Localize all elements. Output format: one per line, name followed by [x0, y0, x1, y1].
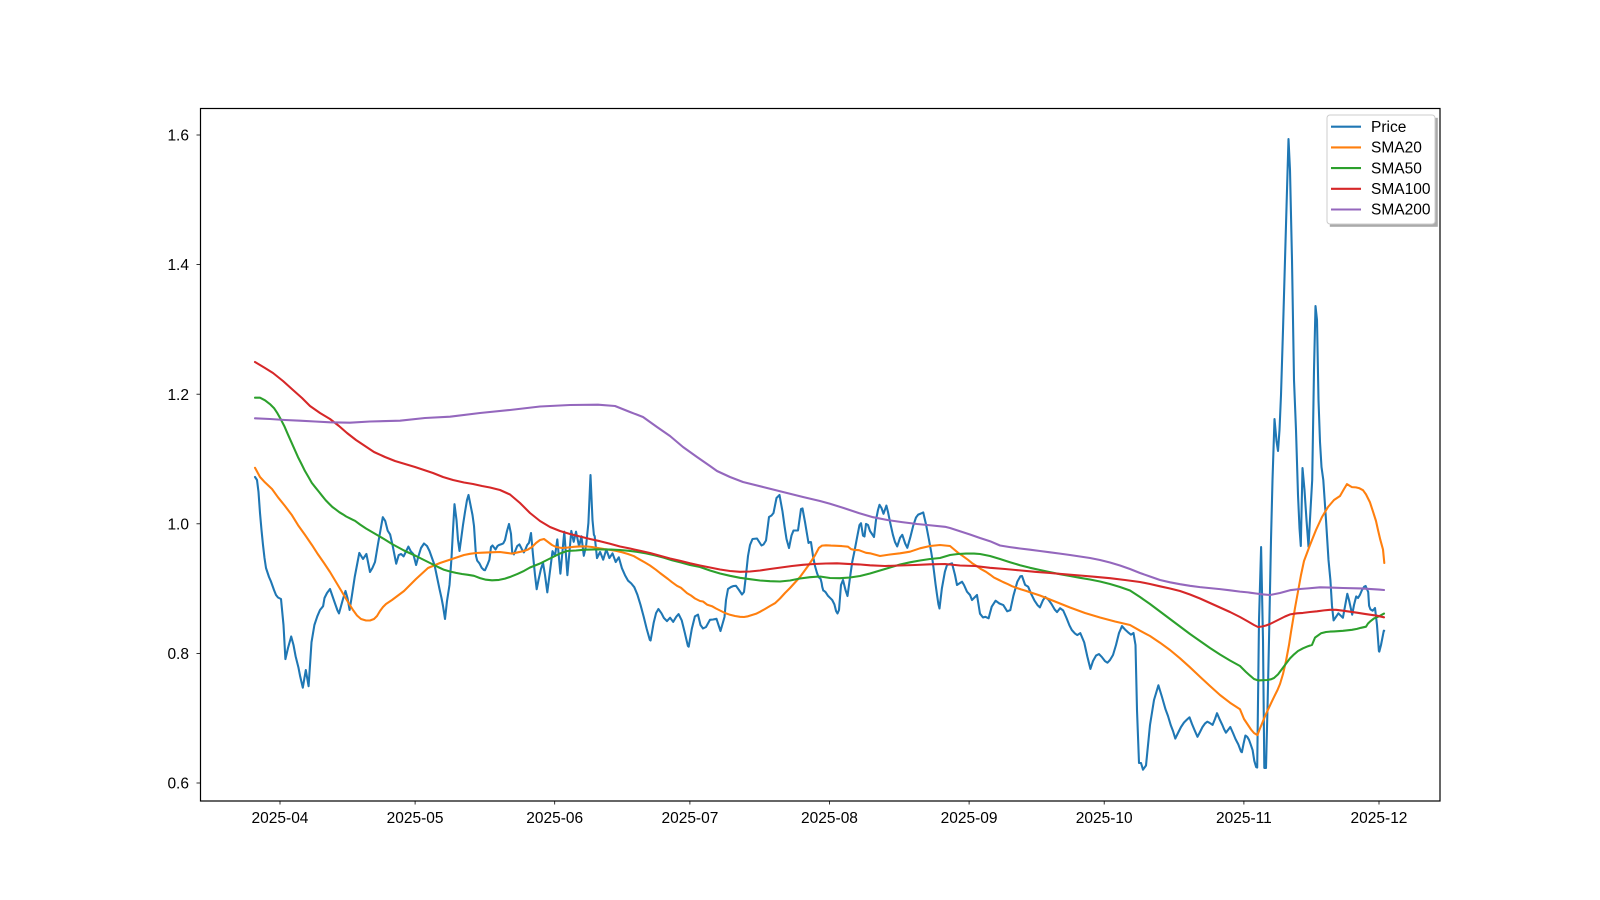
svg-text:SMA50: SMA50	[1371, 160, 1422, 177]
svg-text:1.2: 1.2	[167, 387, 189, 404]
svg-text:2025-11: 2025-11	[1216, 810, 1272, 827]
svg-text:0.8: 0.8	[167, 646, 189, 663]
svg-text:2025-09: 2025-09	[941, 810, 998, 827]
svg-text:1.6: 1.6	[167, 128, 189, 145]
svg-text:SMA100: SMA100	[1371, 181, 1431, 198]
svg-text:SMA20: SMA20	[1371, 140, 1422, 157]
svg-text:1.4: 1.4	[167, 257, 189, 274]
svg-text:2025-07: 2025-07	[661, 810, 718, 827]
svg-text:Price: Price	[1371, 119, 1406, 136]
svg-text:1.0: 1.0	[167, 516, 189, 533]
svg-text:2025-04: 2025-04	[252, 810, 309, 827]
svg-text:SMA200: SMA200	[1371, 202, 1431, 219]
svg-text:2025-08: 2025-08	[801, 810, 858, 827]
svg-text:2025-12: 2025-12	[1351, 810, 1408, 827]
svg-text:0.6: 0.6	[167, 776, 189, 793]
svg-text:2025-06: 2025-06	[526, 810, 583, 827]
svg-text:2025-10: 2025-10	[1076, 810, 1133, 827]
svg-text:2025-05: 2025-05	[387, 810, 444, 827]
